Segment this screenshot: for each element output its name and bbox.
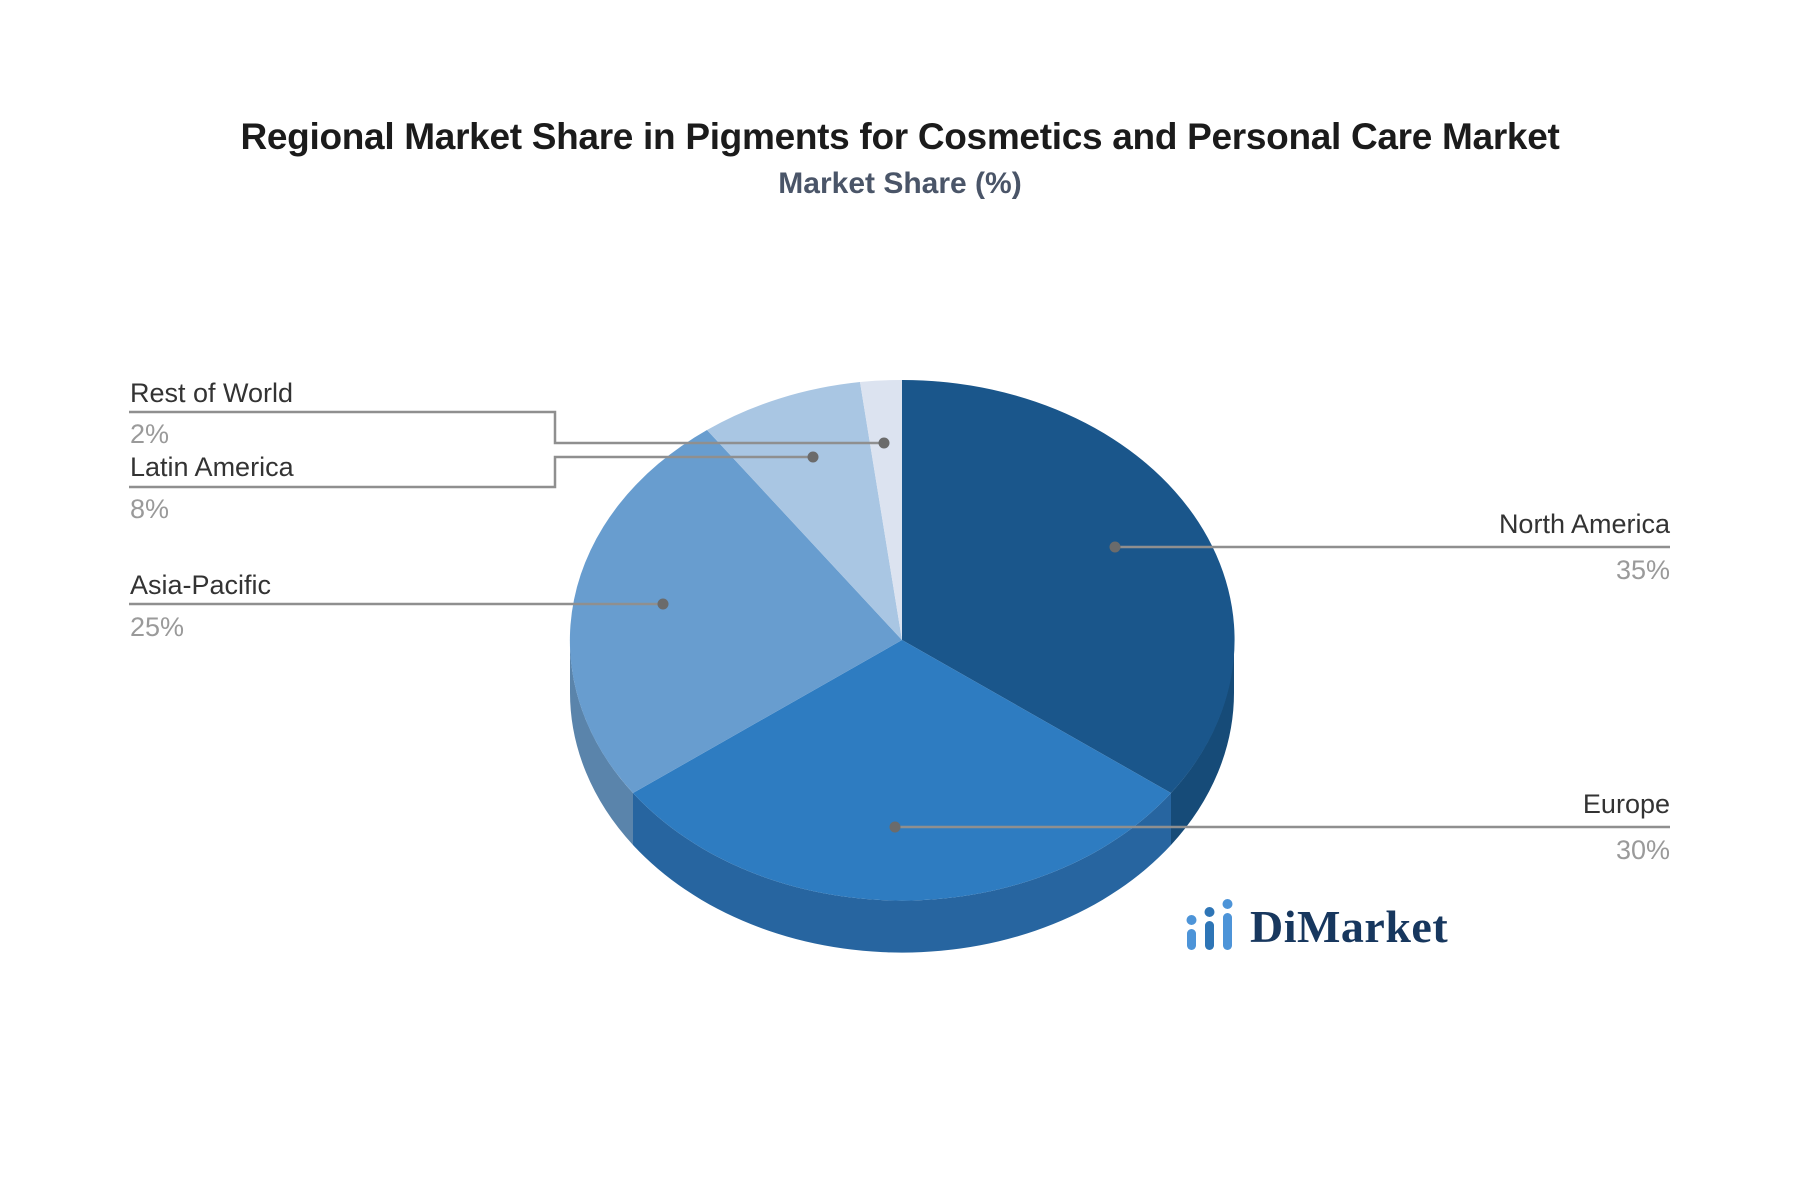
leader-dot-asia-pacific bbox=[657, 598, 669, 610]
callout-pct-north-america: 35% bbox=[1615, 555, 1670, 585]
logo-text: DiMarket bbox=[1250, 900, 1449, 952]
pie-slice-rest-of-world bbox=[860, 379, 902, 640]
callout-pct-latin-america: 8% bbox=[130, 494, 170, 524]
logo-bars-icon bbox=[1186, 899, 1233, 950]
callout-pct-rest-of-world: 2% bbox=[130, 419, 170, 449]
callout-pct-asia-pacific: 25% bbox=[130, 612, 185, 642]
callout-label-asia-pacific: Asia-Pacific bbox=[130, 570, 272, 600]
pie-depth-europe bbox=[633, 793, 1171, 953]
leader-dot-rest-of-world bbox=[878, 437, 890, 449]
callout-pct-europe: 30% bbox=[1615, 835, 1670, 865]
pie-depth-asia-pacific bbox=[569, 640, 633, 845]
dimarket-logo: DiMarket bbox=[1182, 898, 1448, 954]
callout-label-latin-america: Latin America bbox=[130, 452, 294, 482]
pie-slice-asia-pacific bbox=[569, 430, 902, 793]
leader-dot-north-america bbox=[1109, 541, 1121, 553]
chart-subtitle: Market Share (%) bbox=[778, 167, 1022, 200]
leader-line-rest-of-world bbox=[129, 410, 884, 445]
leader-line-latin-america bbox=[129, 455, 813, 489]
leader-dot-latin-america bbox=[807, 451, 819, 463]
pie-slice-europe bbox=[633, 640, 1171, 901]
leader-dot-europe bbox=[889, 821, 901, 833]
chart-title: Regional Market Share in Pigments for Co… bbox=[240, 116, 1560, 157]
callout-label-rest-of-world: Rest of World bbox=[130, 378, 294, 408]
callout-label-north-america: North America bbox=[1498, 509, 1670, 539]
callout-label-europe: Europe bbox=[1582, 789, 1670, 819]
pie-slice-latin-america bbox=[707, 382, 902, 640]
pie-slice-north-america bbox=[902, 379, 1235, 793]
pie-depth-north-america bbox=[1171, 640, 1235, 845]
